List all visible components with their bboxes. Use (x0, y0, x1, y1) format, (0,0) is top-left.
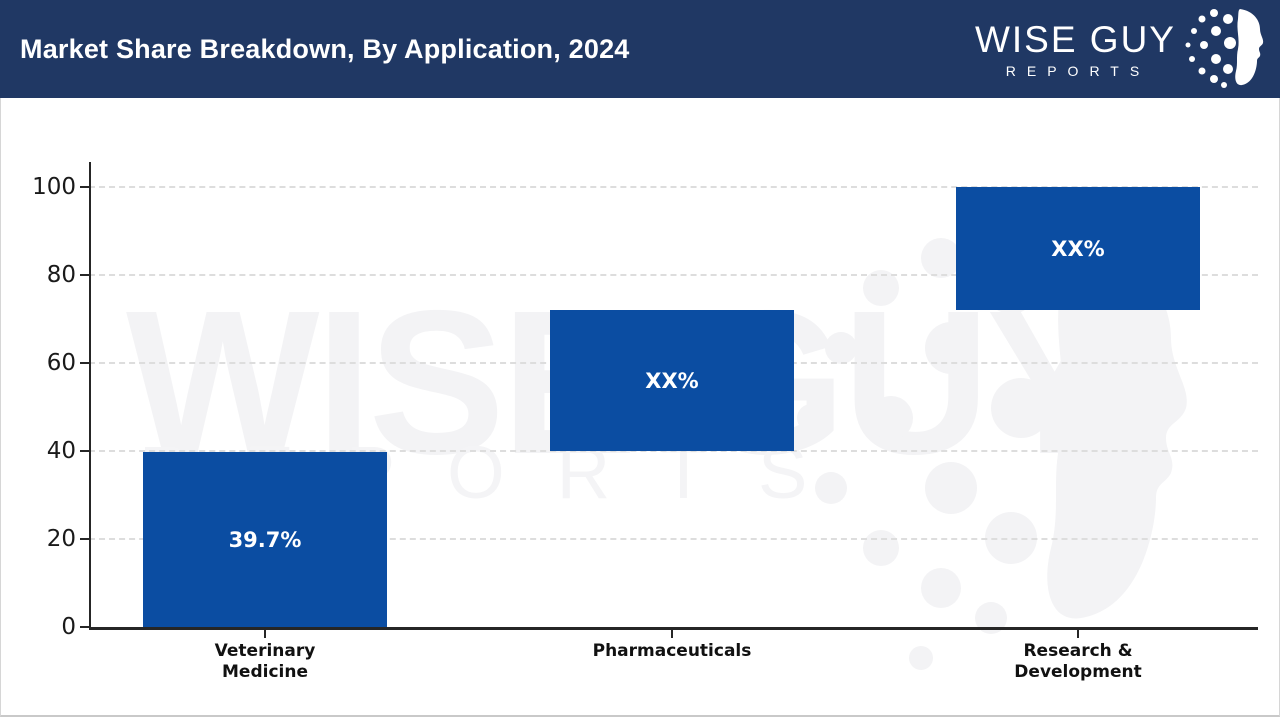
bar-veterinary-medicine: 39.7% (143, 452, 387, 627)
x-axis-tick-research-development (1077, 630, 1079, 638)
gridline-100 (89, 186, 1258, 188)
y-axis-tick-60 (80, 362, 89, 364)
chart-title: Market Share Breakdown, By Application, … (20, 33, 630, 64)
dotted-face-icon (1180, 5, 1266, 93)
logo-subtitle: REPORTS (1005, 62, 1151, 79)
y-axis-tick-0 (80, 626, 89, 628)
bar-value-label-research-development: XX% (1051, 236, 1105, 261)
gridline-80 (89, 274, 1258, 276)
y-axis-line (89, 162, 91, 629)
chart-area: WISE GUY REPORTS 0 20 40 60 80 100 39.7% Veteri… (0, 98, 1280, 717)
category-label-veterinary-medicine: Veterinary Medicine (214, 641, 316, 683)
y-axis-tick-80 (80, 274, 89, 276)
y-tick-label-40: 40 (46, 438, 76, 464)
y-axis-tick-100 (80, 186, 89, 188)
y-axis-tick-20 (80, 538, 89, 540)
bar-research-development: XX% (956, 187, 1200, 311)
x-axis-tick-pharmaceuticals (671, 630, 673, 638)
y-tick-label-0: 0 (61, 614, 76, 640)
y-tick-label-20: 20 (46, 526, 76, 552)
bar-value-label-pharmaceuticals: XX% (645, 368, 699, 393)
x-axis-tick-veterinary-medicine (264, 630, 266, 638)
bar-value-label-veterinary-medicine: 39.7% (228, 527, 302, 552)
y-tick-label-100: 100 (32, 174, 76, 200)
y-axis-tick-40 (80, 450, 89, 452)
category-label-research-development: Research & Development (1014, 641, 1142, 683)
logo-wordmark: WISE GUY (974, 18, 1176, 60)
gridline-20 (89, 538, 1258, 540)
bar-pharmaceuticals: XX% (550, 310, 794, 451)
category-label-pharmaceuticals: Pharmaceuticals (592, 641, 752, 661)
y-tick-label-60: 60 (46, 350, 76, 376)
x-axis-line (89, 627, 1258, 630)
header-bar: Market Share Breakdown, By Application, … (0, 0, 1280, 98)
y-tick-label-80: 80 (46, 262, 76, 288)
gridline-40 (89, 450, 1258, 452)
wise-guy-reports-logo: WISE GUY REPORTS (975, 5, 1280, 93)
